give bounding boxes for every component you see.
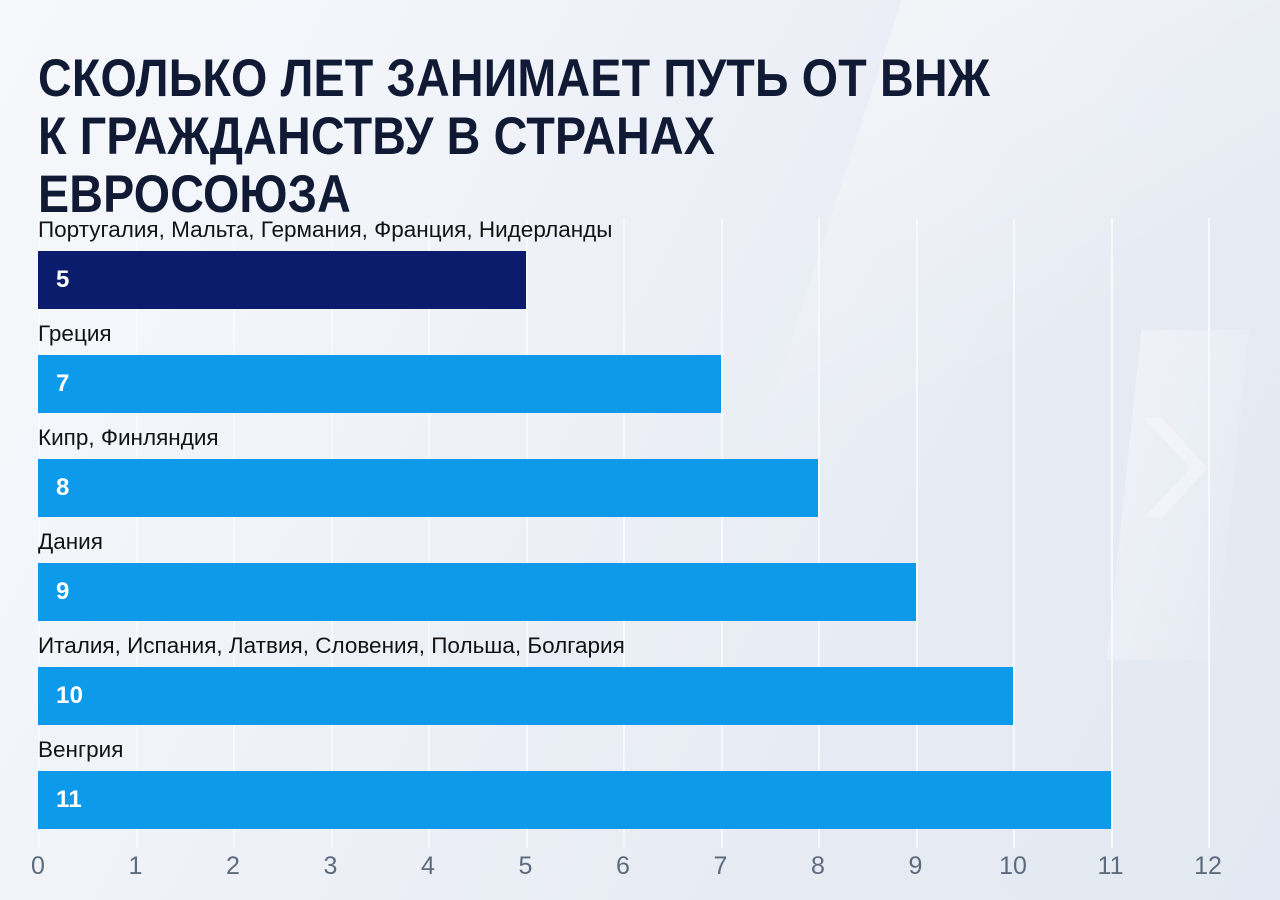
x-axis-tick-label: 5 — [518, 852, 533, 880]
x-axis-tick-label: 12 — [1194, 852, 1222, 880]
bar-row: Венгрия 11 — [0, 738, 1280, 842]
bar[interactable]: 5 — [38, 251, 526, 309]
bar-category-label: Португалия, Мальта, Германия, Франция, Н… — [38, 217, 613, 242]
x-axis-tick-label: 8 — [811, 852, 825, 880]
gridline — [38, 218, 40, 848]
bar-row: Италия, Испания, Латвия, Словения, Польш… — [0, 634, 1280, 738]
gridline — [1110, 218, 1113, 848]
gridline — [623, 218, 625, 848]
gridline — [330, 218, 333, 848]
x-axis-tick-label: 11 — [1097, 852, 1124, 880]
gridline — [233, 218, 235, 848]
bar-category-label: Италия, Испания, Латвия, Словения, Польш… — [38, 633, 625, 658]
bar-category-label: Дания — [38, 529, 103, 554]
gridline — [915, 218, 918, 848]
x-axis-tick-label: 6 — [616, 852, 630, 880]
bar-row: Португалия, Мальта, Германия, Франция, Н… — [0, 218, 1280, 322]
bar-value-label: 9 — [56, 578, 70, 605]
gridline — [1013, 218, 1015, 848]
bar[interactable]: 10 — [38, 667, 1013, 725]
bar[interactable]: 7 — [38, 355, 721, 413]
bar-row: Кипр, Финляндия 8 — [0, 426, 1280, 530]
gridline — [818, 218, 820, 848]
bar-rows: Португалия, Мальта, Германия, Франция, Н… — [0, 218, 1280, 842]
x-axis-tick-label: 0 — [31, 852, 45, 880]
bar-value-label: 8 — [56, 474, 70, 501]
chart-gridlines — [0, 218, 1280, 848]
x-axis-tick-label: 7 — [713, 852, 728, 880]
x-axis: 0 1 2 3 4 5 6 7 8 9 10 11 12 — [0, 852, 1280, 892]
gridline — [1208, 218, 1210, 848]
x-axis-tick-label: 3 — [323, 852, 338, 880]
bar-chart-plot: Португалия, Мальта, Германия, Франция, Н… — [0, 218, 1280, 848]
bar-value-label: 5 — [56, 266, 70, 293]
bar-row: Дания 9 — [0, 530, 1280, 634]
bar-row: Греция 7 — [0, 322, 1280, 426]
bar-value-label: 11 — [56, 786, 82, 813]
bar-value-label: 7 — [56, 370, 70, 397]
gridline — [720, 218, 723, 848]
bar-value-label: 10 — [56, 682, 84, 709]
gridline — [428, 218, 430, 848]
gridline — [135, 218, 138, 848]
bar-category-label: Венгрия — [38, 737, 124, 762]
x-axis-tick-label: 10 — [999, 852, 1027, 880]
x-axis-tick-label: 9 — [908, 852, 923, 880]
bar-category-label: Кипр, Финляндия — [38, 425, 219, 450]
page-title: Сколько лет занимает путь от ВНЖ к гражд… — [38, 49, 991, 224]
gridline — [525, 218, 528, 848]
bar[interactable]: 8 — [38, 459, 818, 517]
bar-category-label: Греция — [38, 321, 112, 346]
bar[interactable]: 11 — [38, 771, 1111, 829]
bar[interactable]: 9 — [38, 563, 916, 621]
x-axis-tick-label: 4 — [421, 852, 435, 880]
x-axis-tick-label: 1 — [128, 852, 143, 880]
x-axis-tick-label: 2 — [226, 852, 240, 880]
